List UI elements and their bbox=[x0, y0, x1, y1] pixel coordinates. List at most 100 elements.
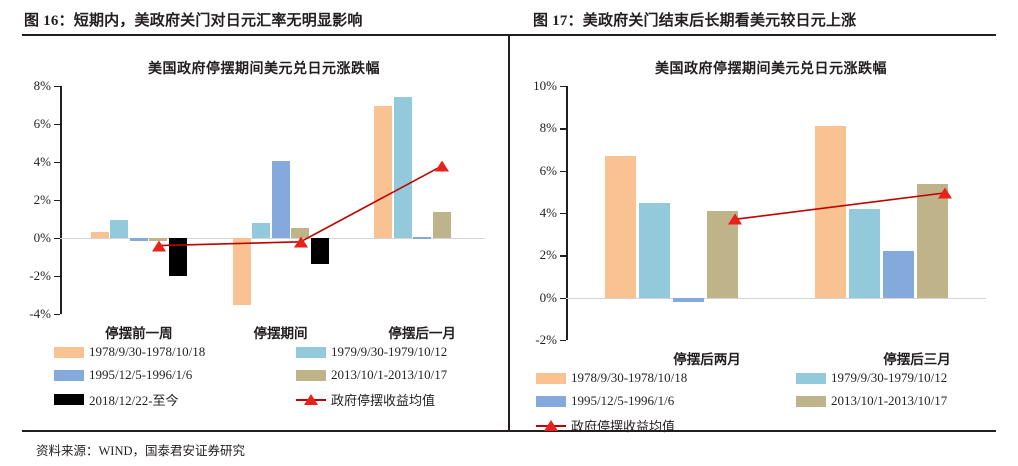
legend-swatch bbox=[54, 369, 84, 381]
y-tick-label: 6% bbox=[33, 116, 51, 131]
legend-line-marker-icon bbox=[296, 394, 326, 405]
bar bbox=[310, 238, 329, 264]
bar bbox=[393, 97, 412, 238]
legend-swatch bbox=[54, 346, 84, 358]
legend-label: 1979/9/30-1979/10/12 bbox=[331, 344, 448, 359]
y-tick bbox=[560, 340, 566, 342]
legend-swatch bbox=[796, 372, 826, 384]
zero-line bbox=[60, 238, 485, 240]
legend-label: 政府停摆收益均值 bbox=[331, 393, 436, 408]
legend-item: 政府停摆收益均值 bbox=[296, 390, 435, 409]
bar bbox=[706, 210, 738, 298]
legend-label: 1978/9/30-1978/10/18 bbox=[571, 370, 688, 385]
figure-17-title: 图 17：美政府关门结束后长期看美元较日元上涨 bbox=[533, 12, 857, 29]
bar bbox=[672, 297, 704, 302]
center-divider bbox=[508, 34, 510, 431]
bar bbox=[413, 237, 432, 239]
y-tick bbox=[54, 162, 60, 164]
y-tick bbox=[54, 124, 60, 126]
right-chart-title: 美国政府停摆期间美元兑日元涨跌幅 bbox=[655, 62, 887, 77]
y-tick-label: 10% bbox=[533, 78, 557, 93]
source-note: 资料来源：WIND，国泰君安证券研究 bbox=[36, 444, 246, 458]
legend-item: 1995/12/5-1996/1/6 bbox=[54, 367, 192, 383]
y-tick bbox=[54, 276, 60, 278]
legend-item: 2018/12/22-至今 bbox=[54, 390, 179, 409]
group-label: 停摆期间 bbox=[253, 326, 308, 341]
left-y-axis bbox=[60, 86, 62, 314]
left-chart-title: 美国政府停摆期间美元兑日元涨跌幅 bbox=[148, 62, 380, 77]
average-marker bbox=[435, 160, 450, 172]
y-tick bbox=[54, 238, 60, 240]
y-tick bbox=[54, 314, 60, 316]
bar bbox=[291, 227, 309, 238]
y-tick-label: 8% bbox=[539, 120, 557, 136]
y-tick-label: 6% bbox=[539, 162, 557, 178]
legend-item: 政府停摆收益均值 bbox=[536, 416, 675, 435]
legend-swatch bbox=[54, 394, 84, 405]
y-tick-label: 2% bbox=[539, 247, 557, 263]
y-tick bbox=[560, 170, 566, 172]
y-tick-label: 0% bbox=[33, 230, 51, 245]
legend-label: 1978/9/30-1978/10/18 bbox=[89, 344, 206, 359]
y-tick bbox=[560, 297, 566, 299]
y-tick bbox=[560, 213, 566, 215]
y-tick-label: 0% bbox=[539, 289, 557, 305]
bar bbox=[638, 203, 670, 298]
legend-label: 政府停摆收益均值 bbox=[571, 419, 676, 434]
bar bbox=[916, 184, 948, 298]
legend-line-marker-icon bbox=[536, 420, 566, 431]
group-label: 停摆前一周 bbox=[105, 326, 173, 341]
group-label: 停摆后一月 bbox=[388, 326, 456, 341]
legend-label: 2013/10/1-2013/10/17 bbox=[831, 393, 948, 408]
bar bbox=[848, 208, 880, 298]
average-marker bbox=[938, 187, 952, 199]
y-tick-label: -2% bbox=[29, 268, 51, 283]
legend-swatch bbox=[536, 395, 566, 407]
legend-item: 1978/9/30-1978/10/18 bbox=[54, 344, 205, 360]
bar bbox=[374, 105, 393, 238]
bar bbox=[168, 238, 187, 276]
legend-label: 2018/12/22-至今 bbox=[89, 393, 179, 408]
y-tick bbox=[560, 128, 566, 130]
bar bbox=[90, 232, 109, 238]
right-y-axis bbox=[566, 86, 568, 340]
average-line bbox=[158, 165, 443, 247]
figure-17-header: 图 17：美政府关门结束后长期看美元较日元上涨 bbox=[533, 6, 856, 32]
y-tick bbox=[54, 200, 60, 202]
legend-label: 2013/10/1-2013/10/17 bbox=[331, 367, 448, 382]
right-chart-plot: 10% 8% 6% 4% 2% 0% -2% bbox=[533, 78, 986, 347]
bar bbox=[814, 126, 846, 298]
legend-swatch bbox=[296, 369, 326, 381]
y-tick bbox=[560, 86, 566, 88]
y-tick-label: 8% bbox=[33, 78, 51, 93]
legend-label: 1995/12/5-1996/1/6 bbox=[571, 393, 675, 408]
legend-label: 1979/9/30-1979/10/12 bbox=[831, 370, 948, 385]
legend-item: 1979/9/30-1979/10/12 bbox=[296, 344, 447, 360]
y-tick-label: 2% bbox=[33, 192, 51, 207]
bar bbox=[110, 219, 129, 238]
bar bbox=[271, 161, 290, 238]
bar bbox=[604, 155, 636, 298]
legend-item: 1995/12/5-1996/1/6 bbox=[536, 393, 674, 409]
legend-label: 1995/12/5-1996/1/6 bbox=[89, 367, 193, 382]
group-label: 停摆后两月 bbox=[673, 352, 741, 367]
legend-swatch bbox=[796, 395, 826, 407]
average-line bbox=[734, 192, 946, 221]
y-tick-label: 4% bbox=[33, 154, 51, 169]
group-label: 停摆后三月 bbox=[883, 352, 951, 367]
figure-16-panel: 美国政府停摆期间美元兑日元涨跌幅 8% 6% 4% 2% 0% -2% -4% 停摆前一周 停… bbox=[24, 40, 504, 428]
bar bbox=[129, 238, 148, 241]
left-chart-plot: 8% 6% 4% 2% 0% -2% -4% bbox=[29, 78, 485, 321]
y-tick-label: 4% bbox=[539, 205, 557, 220]
bar bbox=[882, 251, 914, 298]
y-tick bbox=[54, 86, 60, 88]
legend-item: 1979/9/30-1979/10/12 bbox=[796, 370, 947, 386]
bar bbox=[232, 238, 251, 306]
average-marker bbox=[293, 236, 308, 248]
y-tick bbox=[560, 255, 566, 257]
legend-swatch bbox=[296, 346, 326, 358]
y-tick-label: -4% bbox=[29, 306, 51, 321]
legend-swatch bbox=[536, 372, 566, 384]
figure-16-title: 图 16：短期内，美政府关门对日元汇率无明显影响 bbox=[24, 12, 363, 29]
